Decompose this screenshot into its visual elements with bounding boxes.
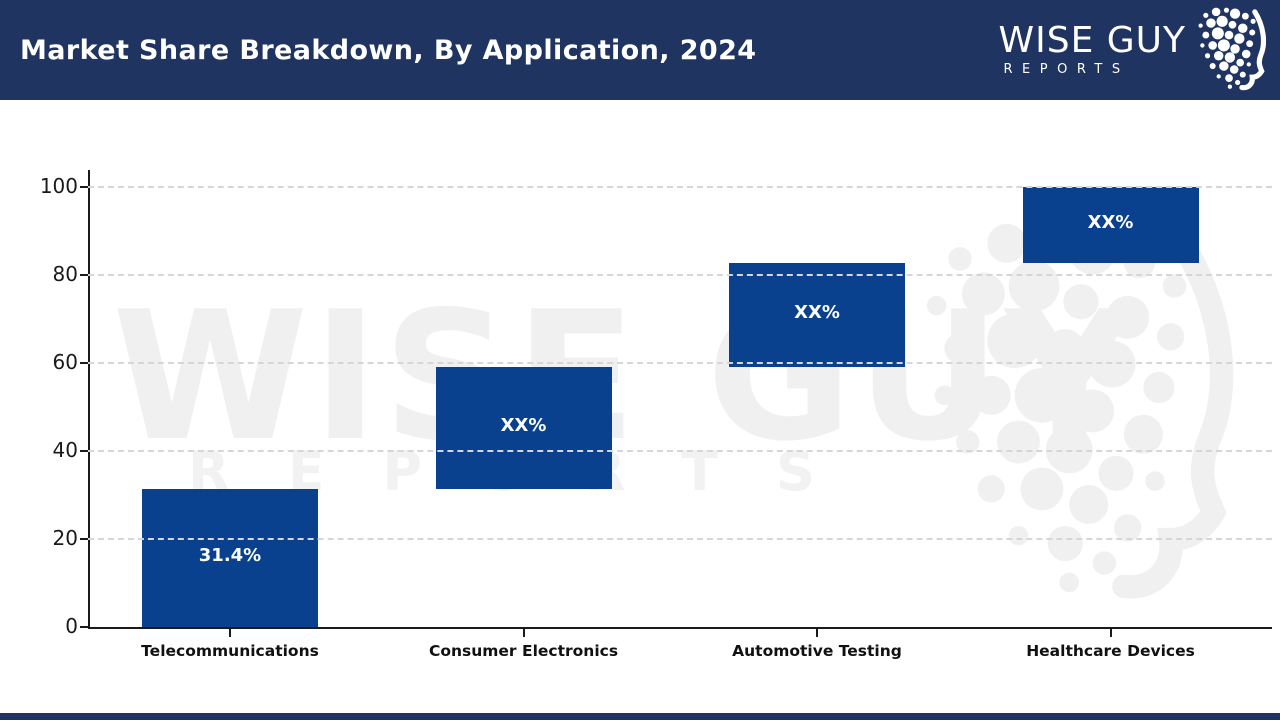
gridline-80 [88, 274, 1272, 276]
logo-wordmark: WISE GUY [998, 20, 1186, 61]
bar-2 [435, 367, 612, 489]
y-tick-60 [80, 362, 88, 364]
wiseguy-head-icon [1180, 4, 1267, 96]
y-tick-label-0: 0 [65, 614, 78, 638]
x-tick-2 [522, 629, 525, 637]
bar-value-label: XX% [794, 302, 840, 324]
bar-value-label: XX% [500, 415, 547, 437]
bar-1 [142, 488, 318, 627]
x-axis-spine [88, 627, 1272, 629]
category-label: Telecommunications [141, 642, 319, 660]
category-label: Consumer Electronics [428, 642, 619, 660]
x-tick-3 [816, 629, 818, 637]
y-tick-label-80: 80 [52, 262, 78, 286]
logo-text: WISE GUY REPORTS [998, 20, 1187, 78]
y-tick-label-100: 100 [39, 174, 78, 198]
y-tick-label-60: 60 [52, 350, 78, 374]
y-axis-spine [88, 170, 90, 629]
bar-3 [729, 263, 905, 368]
y-tick-20 [80, 538, 88, 540]
chart-title: Market Share Breakdown, By Application, … [20, 34, 757, 66]
header-bar: Market Share Breakdown, By Application, … [0, 0, 1280, 100]
logo-subtitle: REPORTS [1003, 62, 1130, 77]
category-label: Healthcare Devices [1026, 642, 1195, 660]
gridline-40 [88, 450, 1272, 452]
bar-4 [1022, 187, 1199, 264]
wiseguy-logo: WISE GUY REPORTS [999, 4, 1267, 96]
y-tick-40 [80, 450, 88, 452]
y-tick-80 [80, 274, 88, 276]
y-tick-0 [80, 626, 88, 628]
gridline-60 [88, 362, 1272, 364]
bar-value-label: XX% [1087, 212, 1134, 234]
x-tick-4 [1109, 629, 1112, 637]
x-tick-1 [229, 629, 231, 637]
gridline-20 [88, 538, 1272, 540]
y-tick-100 [80, 186, 88, 188]
y-tick-label-40: 40 [52, 438, 78, 462]
bar-value-label: 31.4% [198, 544, 262, 566]
category-label: Automotive Testing [732, 642, 902, 660]
y-tick-label-20: 20 [52, 526, 78, 550]
gridline-100 [88, 186, 1272, 188]
footer-bar [0, 713, 1280, 720]
